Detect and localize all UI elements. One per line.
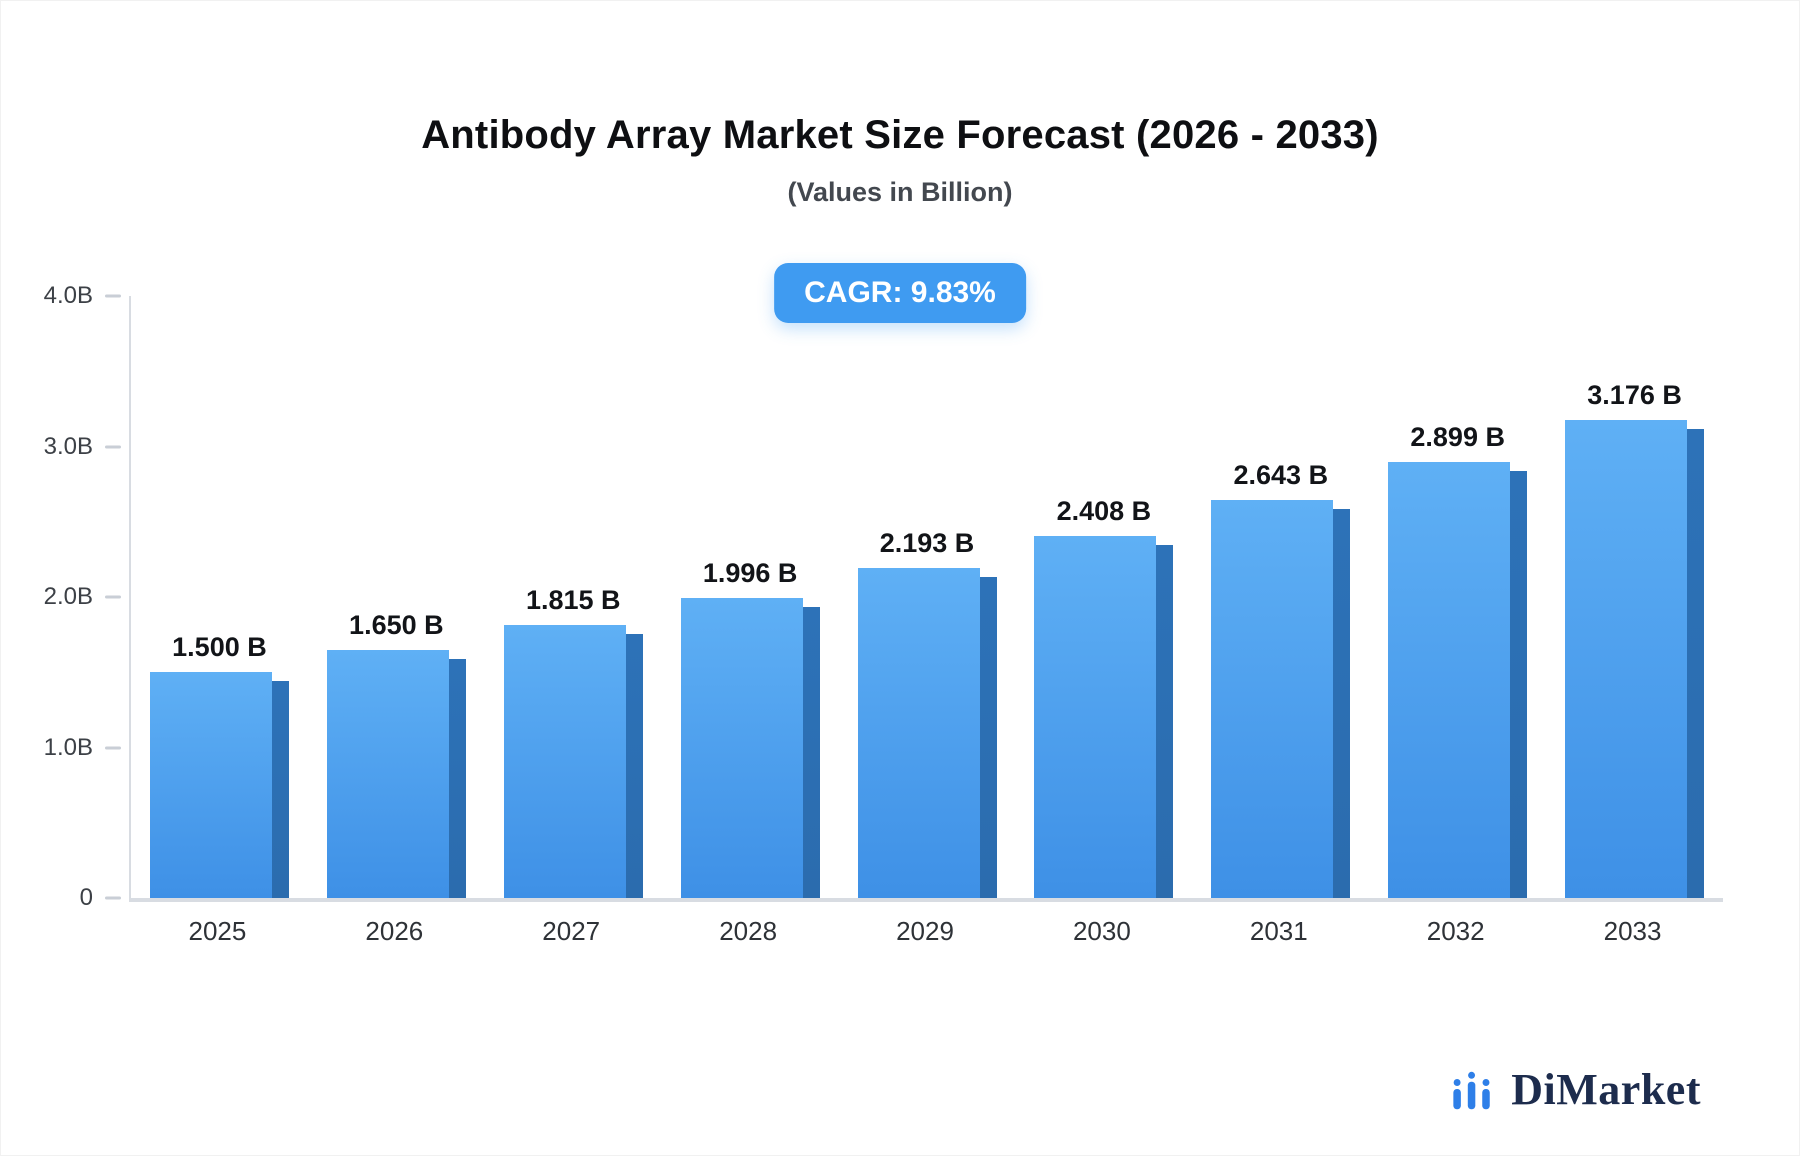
y-axis-tick-label: 4.0B bbox=[43, 282, 93, 309]
bar-value-label: 1.996 B bbox=[702, 557, 798, 588]
bar-value-label: 2.193 B bbox=[879, 528, 975, 558]
plot-area: 1.500 B 1.650 B 1.815 B 1.996 B 2.193 B 2.408… bbox=[129, 296, 1723, 902]
bar bbox=[1565, 420, 1705, 898]
y-axis-tick-label: 1.0B bbox=[43, 733, 93, 761]
x-axis-label: 2031 bbox=[1249, 916, 1308, 946]
brand-name: DiMarket bbox=[1511, 1064, 1701, 1114]
brand-logo: DiMarket bbox=[1447, 1063, 1701, 1115]
x-axis-labels: 2025 2026 2027 2028 2029 2030 2031 2032 2033 bbox=[129, 916, 1721, 947]
bar-value-label: 3.176 B bbox=[1587, 380, 1682, 410]
x-axis-label: 2027 bbox=[542, 916, 601, 946]
x-axis-label: 2026 bbox=[365, 916, 424, 946]
bar-value-label: 1.500 B bbox=[172, 632, 267, 663]
bar-chart-icon bbox=[1447, 1063, 1499, 1115]
bar-group: 2.408 B bbox=[1015, 496, 1192, 898]
bar bbox=[680, 597, 820, 898]
x-axis-label: 2025 bbox=[188, 916, 247, 946]
y-axis-tick-label: 0 bbox=[79, 884, 93, 911]
bar bbox=[1388, 461, 1528, 898]
x-axis-label: 2033 bbox=[1603, 916, 1662, 946]
bar-group: 2.899 B bbox=[1369, 422, 1546, 898]
bar bbox=[503, 624, 643, 898]
y-axis-tick-label: 2.0B bbox=[43, 583, 93, 610]
bar-group: 3.176 B bbox=[1546, 380, 1723, 898]
x-axis-label: 2032 bbox=[1426, 916, 1485, 946]
bar bbox=[1211, 500, 1351, 898]
bar-group: 1.996 B bbox=[662, 558, 839, 898]
y-axis-tick-mark bbox=[105, 445, 121, 448]
bar-group: 2.643 B bbox=[1192, 460, 1369, 898]
bar-value-label: 1.650 B bbox=[349, 609, 444, 640]
y-axis-tick-mark bbox=[105, 294, 121, 298]
x-axis-label: 2029 bbox=[896, 916, 954, 946]
bar-value-label: 2.899 B bbox=[1410, 421, 1505, 452]
y-axis-tick-mark bbox=[105, 595, 121, 599]
bars-container: 1.500 B 1.650 B 1.815 B 1.996 B 2.193 B 2.408… bbox=[131, 296, 1723, 898]
bar bbox=[149, 672, 289, 898]
cagr-badge: CAGR: 9.83% bbox=[774, 263, 1026, 323]
bar-group: 1.500 B bbox=[131, 632, 308, 898]
bar-value-label: 2.643 B bbox=[1233, 460, 1329, 491]
chart-title: Antibody Array Market Size Forecast (202… bbox=[421, 113, 1379, 157]
bar-group: 1.815 B bbox=[485, 585, 662, 898]
bar bbox=[1034, 535, 1174, 898]
bar-value-label: 1.815 B bbox=[525, 584, 621, 615]
bar bbox=[326, 649, 466, 898]
bar-group: 1.650 B bbox=[308, 610, 485, 898]
y-axis: 0 1.0B 2.0B 3.0B 4.0B bbox=[1, 282, 129, 911]
bar bbox=[857, 568, 997, 898]
y-axis-tick-mark bbox=[105, 746, 121, 749]
y-axis-tick-mark bbox=[105, 896, 121, 900]
x-axis-label: 2028 bbox=[719, 916, 778, 946]
bar-group: 2.193 B bbox=[839, 528, 1016, 898]
chart-subtitle: (Values in Billion) bbox=[787, 177, 1013, 207]
y-axis-tick-label: 3.0B bbox=[43, 432, 93, 460]
bar-value-label: 2.408 B bbox=[1056, 495, 1152, 526]
x-axis-label: 2030 bbox=[1072, 916, 1131, 946]
